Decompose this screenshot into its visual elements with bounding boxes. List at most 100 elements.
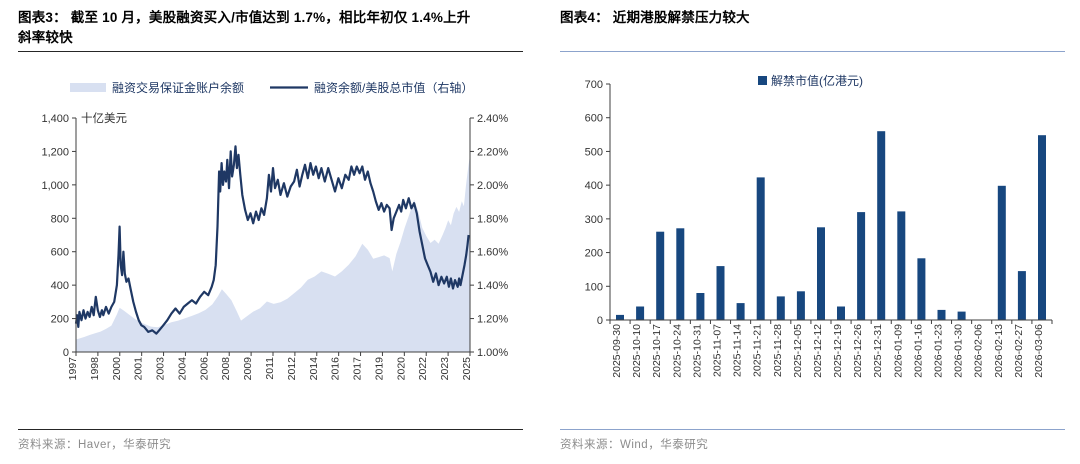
svg-text:2026-01-30: 2026-01-30 <box>953 324 965 378</box>
series-layer <box>74 145 470 352</box>
bar <box>997 185 1006 320</box>
svg-text:2026-02-27: 2026-02-27 <box>1013 324 1025 378</box>
svg-text:500: 500 <box>585 146 603 158</box>
bar <box>696 293 705 320</box>
svg-text:1.00%: 1.00% <box>477 347 508 359</box>
figure4-title: 图表4： 近期港股解禁压力较大 <box>560 10 750 25</box>
svg-text:融资交易保证金账户余额: 融资交易保证金账户余额 <box>112 80 244 95</box>
axis-labels: 0 200 400 600 800 1,000 1,200 1,400 1.00% 1.20% 1.… <box>41 113 508 380</box>
svg-text:2025-10-24: 2025-10-24 <box>671 324 683 378</box>
svg-text:2012: 2012 <box>286 357 298 381</box>
svg-text:2025-11-21: 2025-11-21 <box>752 324 764 377</box>
svg-text:2025-12-26: 2025-12-26 <box>852 324 864 378</box>
svg-text:0: 0 <box>63 347 69 359</box>
svg-text:2025-10-17: 2025-10-17 <box>651 324 663 378</box>
bar <box>897 211 906 320</box>
legend-area-swatch <box>70 83 106 92</box>
svg-text:2025-12-31: 2025-12-31 <box>872 324 884 378</box>
svg-text:200: 200 <box>51 314 69 326</box>
svg-text:2025-11-28: 2025-11-28 <box>772 324 784 377</box>
bar <box>616 314 624 320</box>
figure3-chart: 0 200 400 600 800 1,000 1,200 1,400 1.00% 1.20% 1.… <box>41 80 508 380</box>
svg-text:2023: 2023 <box>439 357 451 381</box>
bar <box>776 296 785 320</box>
svg-text:2025-11-07: 2025-11-07 <box>712 324 724 377</box>
bar <box>877 131 886 320</box>
svg-text:0: 0 <box>597 315 603 327</box>
figure3-panel: 图表3： 截至 10 月，美股融资买入/市值达到 1.7%，相比年初仅 1.4%… <box>18 8 523 458</box>
svg-text:2014: 2014 <box>308 357 320 381</box>
legend-bar-swatch <box>758 76 767 85</box>
svg-text:解禁市值(亿港元): 解禁市值(亿港元) <box>771 73 863 88</box>
svg-text:2.40%: 2.40% <box>477 113 508 125</box>
bar <box>716 266 725 320</box>
svg-text:1997: 1997 <box>67 357 79 381</box>
svg-text:2019: 2019 <box>373 357 385 381</box>
svg-text:300: 300 <box>585 214 603 226</box>
svg-text:1998: 1998 <box>89 357 101 381</box>
area-series <box>76 155 470 352</box>
bar <box>756 177 765 320</box>
svg-text:2008: 2008 <box>220 357 232 381</box>
svg-text:2026-01-09: 2026-01-09 <box>892 324 904 378</box>
svg-text:200: 200 <box>585 248 603 260</box>
bar <box>917 258 926 320</box>
svg-text:2025-10-31: 2025-10-31 <box>691 324 703 378</box>
svg-text:2020: 2020 <box>395 357 407 381</box>
bar <box>857 212 866 320</box>
svg-text:十亿美元: 十亿美元 <box>81 111 127 125</box>
figure4-source: 资料来源：Wind，华泰研究 <box>560 439 709 451</box>
svg-text:2026-01-23: 2026-01-23 <box>933 324 945 378</box>
svg-text:2025-12-05: 2025-12-05 <box>792 324 804 378</box>
figure4-title-rule <box>560 51 1065 52</box>
svg-text:2.20%: 2.20% <box>477 146 508 158</box>
bar <box>957 311 966 320</box>
svg-text:2011: 2011 <box>264 357 276 380</box>
bar <box>796 291 805 320</box>
svg-text:2025: 2025 <box>461 357 473 381</box>
svg-text:2017: 2017 <box>352 357 364 381</box>
bars <box>616 131 1046 320</box>
svg-text:2022: 2022 <box>417 357 429 381</box>
bar <box>636 306 645 320</box>
bar <box>656 231 665 320</box>
svg-text:400: 400 <box>585 180 603 192</box>
svg-text:2003: 2003 <box>155 357 167 381</box>
bar <box>937 309 946 320</box>
figure3-title: 图表3： 截至 10 月，美股融资买入/市值达到 1.7%，相比年初仅 1.4%… <box>18 10 471 45</box>
svg-text:2.00%: 2.00% <box>477 180 508 192</box>
svg-text:2025-12-19: 2025-12-19 <box>832 324 844 378</box>
figure4-panel: 图表4： 近期港股解禁压力较大 0 100 200 300 400 500 600 700 20… <box>560 8 1065 458</box>
figure3-source: 资料来源：Haver，华泰研究 <box>18 439 172 451</box>
figure4-footer: 资料来源：Wind，华泰研究 <box>560 429 1065 453</box>
legend: 融资交易保证金账户余额 融资余额/美股总市值（右轴） <box>70 80 473 95</box>
svg-text:600: 600 <box>585 113 603 125</box>
svg-text:2000: 2000 <box>111 357 123 381</box>
figure4-chart: 0 100 200 300 400 500 600 700 2025-09-30 2025-10-… <box>585 73 1053 378</box>
svg-text:2026-03-06: 2026-03-06 <box>1033 324 1045 378</box>
svg-text:2016: 2016 <box>330 357 342 381</box>
legend: 解禁市值(亿港元) <box>758 73 863 88</box>
svg-text:600: 600 <box>51 247 69 259</box>
svg-text:2025-12-12: 2025-12-12 <box>812 324 824 378</box>
svg-text:1,400: 1,400 <box>41 113 69 125</box>
svg-text:400: 400 <box>51 280 69 292</box>
axes <box>606 83 1053 324</box>
svg-text:1.20%: 1.20% <box>477 314 508 326</box>
svg-text:融资余额/美股总市值（右轴）: 融资余额/美股总市值（右轴） <box>314 80 473 95</box>
line-series <box>74 145 470 335</box>
bar <box>676 228 685 320</box>
svg-text:2026-02-13: 2026-02-13 <box>993 324 1005 378</box>
svg-text:800: 800 <box>51 213 69 225</box>
bar <box>817 227 825 320</box>
figure3-footer: 资料来源：Haver，华泰研究 <box>18 429 523 453</box>
svg-text:2001: 2001 <box>133 357 145 381</box>
svg-text:1.80%: 1.80% <box>477 213 508 225</box>
svg-text:100: 100 <box>585 281 603 293</box>
bar <box>837 306 845 320</box>
svg-text:2025-10-10: 2025-10-10 <box>631 324 643 378</box>
svg-text:2025-09-30: 2025-09-30 <box>611 324 623 378</box>
svg-text:2026-02-06: 2026-02-06 <box>973 324 985 378</box>
svg-text:2026-01-16: 2026-01-16 <box>912 324 924 378</box>
